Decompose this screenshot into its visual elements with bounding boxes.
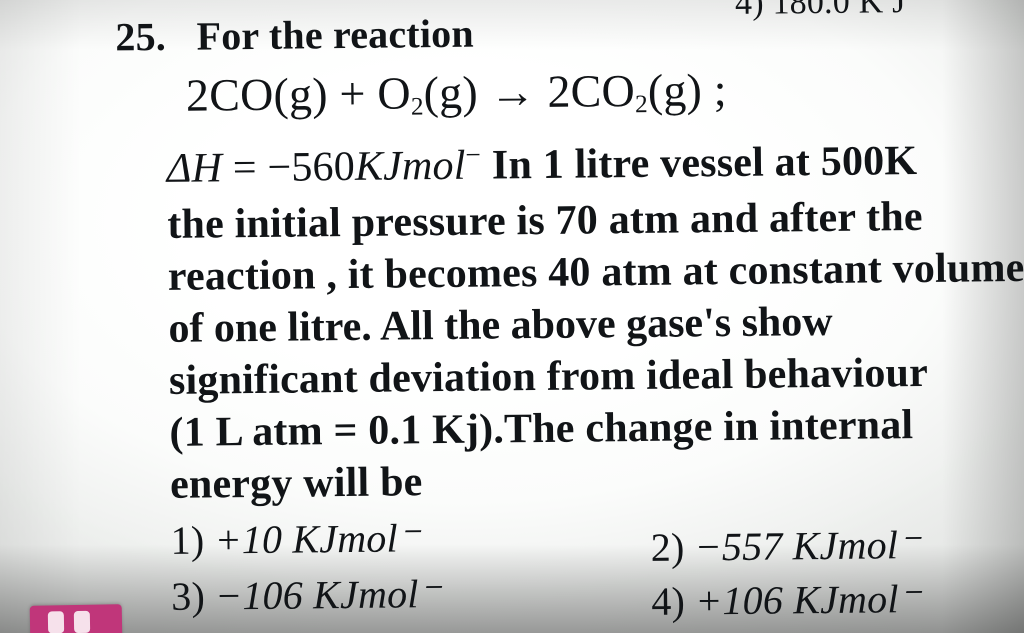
option-4: 4) +106 KJmol⁻ (651, 575, 920, 625)
option-4-num: 4) (651, 578, 695, 623)
dh-value: −560 (267, 144, 355, 191)
body-line-6: energy will be (170, 458, 423, 509)
body-line-3: of one litre. All the above gase's show (168, 298, 833, 353)
eq-2co: 2CO (186, 69, 274, 121)
eq-semicolon: ; (713, 64, 727, 115)
body-line-5: (1 L atm = 0.1 Kj).The change in interna… (169, 401, 913, 457)
eq-g1: (g) (273, 68, 328, 120)
eq-g3: (g) (648, 64, 703, 116)
option-2-text: −557 KJmol⁻ (694, 522, 919, 569)
dh-tail: In 1 litre vessel at 500K (492, 138, 918, 188)
dh-sup: − (465, 140, 481, 170)
option-3-text: −106 KJmol⁻ (215, 571, 440, 618)
delta-h-line: ΔH = −560KJmol− In 1 litre vessel at 500… (166, 135, 917, 193)
body-line-4: significant deviation from ideal behavio… (169, 349, 928, 405)
option-2: 2) −557 KJmol⁻ (650, 521, 919, 571)
eq-co2-sub: 2 (635, 90, 648, 118)
eq-g2: (g) (423, 67, 478, 119)
option-1-num: 1) (170, 517, 214, 562)
body-line-2: reaction , it becomes 40 atm at constant… (168, 244, 1024, 301)
option-3: 3) −106 KJmol⁻ (171, 570, 440, 620)
eq-arrow: → (489, 66, 536, 117)
title-text: For the reaction (196, 11, 474, 59)
previous-option-cutoff: 4) 180.0 K J (735, 0, 906, 23)
eq-o: O (377, 67, 411, 118)
option-3-num: 3) (171, 573, 215, 618)
option-4-text: +106 KJmol⁻ (695, 576, 920, 623)
H: H (191, 145, 222, 191)
eq-o2-sub: 2 (411, 93, 424, 121)
body-line-1: the initial pressure is 70 atm and after… (167, 193, 923, 249)
reaction-equation: 2CO(g) + O2(g) → 2CO2(g) ; (186, 63, 727, 124)
dh-unit: KJmol (355, 143, 466, 190)
question-title: 25. For the reaction (115, 10, 474, 61)
question-number: 25. (115, 14, 166, 60)
eq-2co2: 2CO (547, 65, 635, 117)
option-1: 1) +10 KJmol⁻ (170, 514, 419, 564)
option-2-num: 2) (651, 524, 695, 569)
equals: = (222, 145, 268, 191)
eq-plus: + (339, 68, 366, 119)
delta: Δ (167, 146, 192, 192)
book-index-tab (30, 604, 123, 633)
option-1-text: +10 KJmol⁻ (214, 515, 419, 562)
